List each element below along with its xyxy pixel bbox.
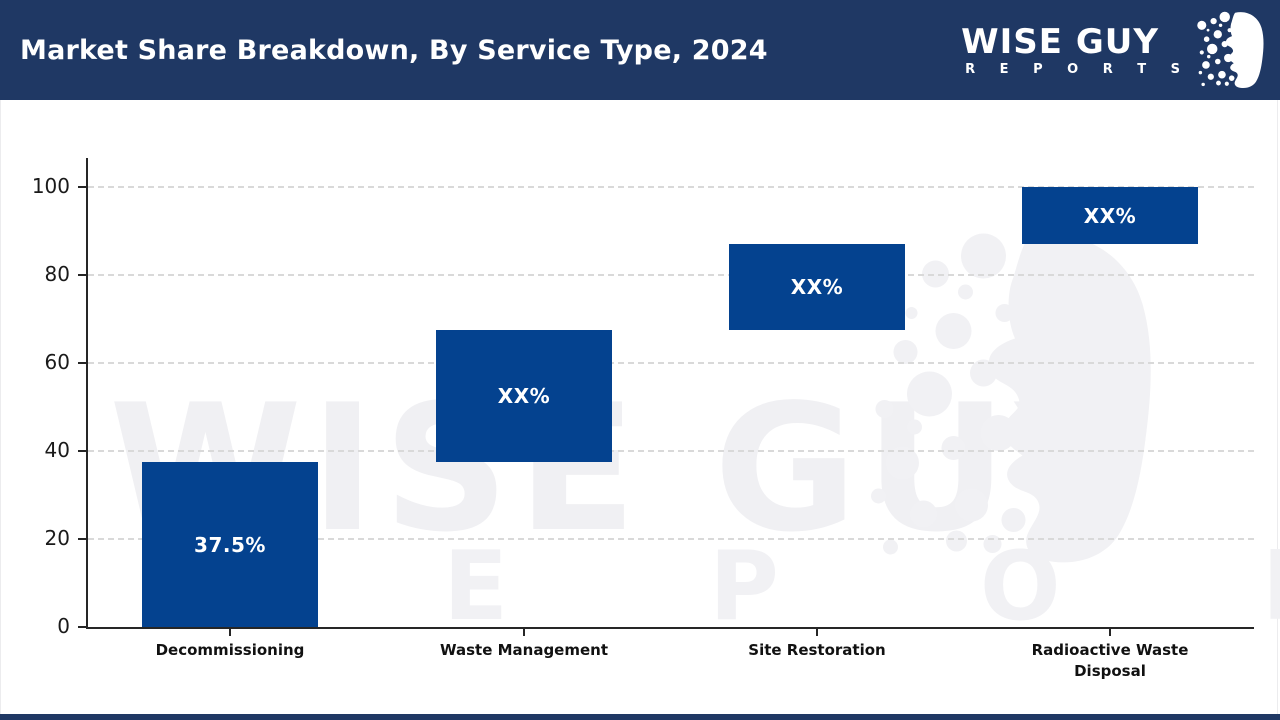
bar-value-label: XX% <box>1083 203 1137 228</box>
gridline <box>88 538 1254 540</box>
brand-wordmark: WISE GUY <box>961 21 1159 62</box>
footer-bar <box>0 714 1280 720</box>
y-tick-mark <box>78 450 87 452</box>
y-tick-label: 40 <box>44 438 70 462</box>
brand-wordmark-block: WISE GUY R E P O R T S <box>961 25 1190 76</box>
y-tick-label: 80 <box>44 262 70 286</box>
y-tick-label: 0 <box>57 614 70 638</box>
brand-submark: R E P O R T S <box>965 61 1190 77</box>
y-tick-label: 20 <box>44 526 70 550</box>
bar: 37.5% <box>142 462 318 627</box>
y-tick-mark <box>78 274 87 276</box>
x-tick-mark <box>1109 627 1111 636</box>
x-tick-mark <box>229 627 231 636</box>
gridline <box>88 186 1254 188</box>
y-tick-label: 100 <box>31 174 70 198</box>
y-axis <box>86 158 88 629</box>
x-tick-label: Waste Management <box>439 641 609 659</box>
bar-value-label: 37.5% <box>194 532 266 557</box>
y-tick-mark <box>78 186 87 188</box>
bar: XX% <box>436 330 612 462</box>
y-tick-label: 60 <box>44 350 70 374</box>
x-tick-mark <box>523 627 525 636</box>
x-tick-label: Decommissioning <box>155 641 305 659</box>
head-dots-icon <box>1197 11 1264 89</box>
x-tick-label: Site Restoration <box>748 641 886 659</box>
bar-value-label: XX% <box>790 275 844 300</box>
brand-logo: WISE GUY R E P O R T S <box>961 10 1266 90</box>
bar-value-label: XX% <box>497 384 551 408</box>
y-tick-mark <box>78 538 87 540</box>
bar: XX% <box>1022 187 1198 245</box>
gridline <box>88 274 1254 276</box>
gridline <box>88 362 1254 364</box>
x-tick-mark <box>816 627 818 636</box>
bar: XX% <box>729 244 905 330</box>
x-axis <box>86 627 1254 629</box>
x-tick-label: Radioactive Waste Disposal <box>1031 641 1189 680</box>
gridline <box>88 450 1254 452</box>
y-tick-mark <box>78 626 87 628</box>
y-tick-mark <box>78 362 87 364</box>
page-title: Market Share Breakdown, By Service Type,… <box>20 34 768 66</box>
header-bar: Market Share Breakdown, By Service Type,… <box>0 0 1280 100</box>
